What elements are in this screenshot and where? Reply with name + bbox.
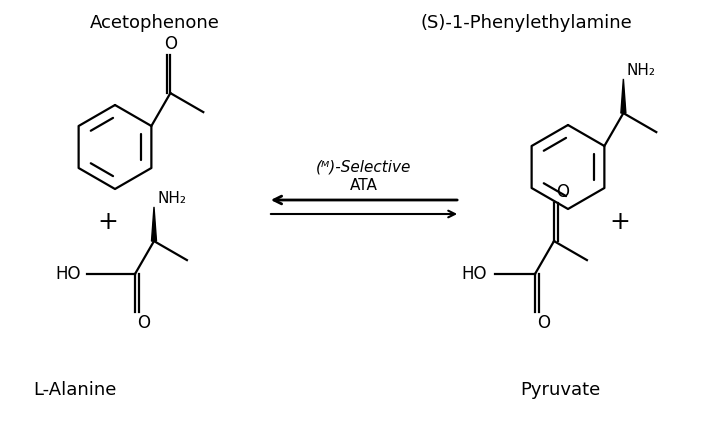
Text: +: + — [609, 210, 630, 234]
Polygon shape — [621, 79, 626, 113]
Text: O: O — [537, 314, 550, 332]
Text: (S)-1-Phenylethylamine: (S)-1-Phenylethylamine — [420, 14, 632, 32]
Text: (ᴹ)-Selective: (ᴹ)-Selective — [316, 160, 412, 175]
Text: HO: HO — [462, 265, 487, 283]
Text: +: + — [98, 210, 119, 234]
Text: O: O — [556, 183, 569, 201]
Text: Pyruvate: Pyruvate — [520, 381, 600, 399]
Text: HO: HO — [55, 265, 81, 283]
Polygon shape — [151, 207, 157, 241]
Text: O: O — [137, 314, 150, 332]
Text: Acetophenone: Acetophenone — [90, 14, 220, 32]
Text: L-Alanine: L-Alanine — [33, 381, 116, 399]
Text: NH₂: NH₂ — [157, 192, 186, 206]
Text: NH₂: NH₂ — [627, 63, 656, 78]
Text: O: O — [164, 35, 177, 53]
Text: ATA: ATA — [350, 178, 378, 192]
